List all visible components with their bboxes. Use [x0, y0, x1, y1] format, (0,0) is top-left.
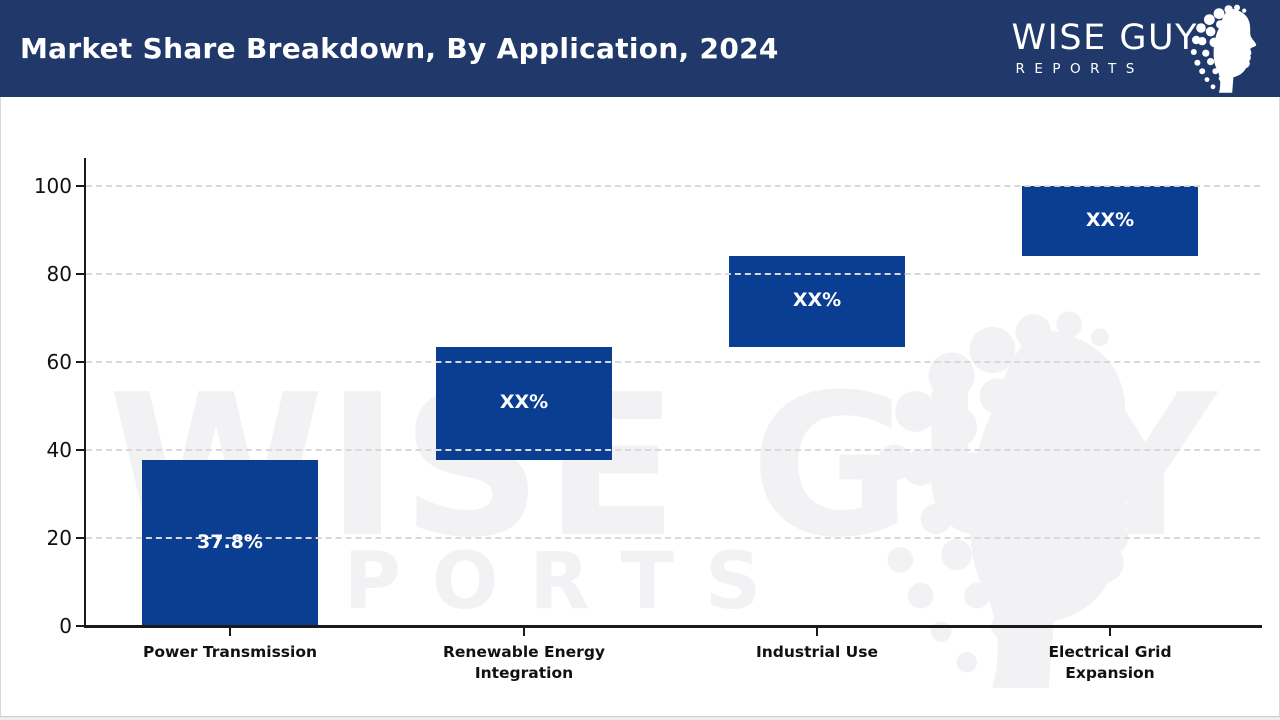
y-tick-label-100: 100	[33, 174, 72, 198]
x-category-label-power-transmission: Power Transmission	[142, 643, 318, 661]
y-axis-line	[84, 158, 86, 627]
header-bar: Market Share Breakdown, By Application, …	[0, 0, 1280, 97]
x-tick-mark-electrical-grid-expansion	[1109, 628, 1111, 636]
x-tick-mark-renewable-energy-integration	[523, 628, 525, 636]
gridline-80	[86, 273, 1260, 275]
brand-name: WISE GUY	[1011, 17, 1198, 58]
x-category-label-electrical-grid-expansion: Electrical Grid Expansion	[1048, 643, 1172, 682]
brand-logo: WISE GUY REPORTS	[1011, 0, 1266, 97]
bar-electrical-grid-expansion	[1022, 186, 1198, 256]
y-tick-mark-60	[76, 361, 84, 363]
x-axis-line	[84, 625, 1262, 628]
y-tick-label-20: 20	[46, 526, 72, 550]
bar-value-label-renewable-energy-integration: XX%	[499, 391, 549, 414]
bar-value-label-electrical-grid-expansion: XX%	[1085, 208, 1135, 231]
bar-industrial-use	[729, 255, 905, 347]
y-tick-mark-0	[76, 625, 84, 627]
y-tick-mark-80	[76, 273, 84, 275]
bar-power-transmission	[142, 459, 318, 626]
y-tick-label-40: 40	[46, 438, 72, 462]
y-tick-label-60: 60	[46, 350, 72, 374]
watermark-face-icon	[872, 311, 1152, 688]
bar-renewable-energy-integration	[436, 346, 612, 460]
x-tick-mark-industrial-use	[816, 628, 818, 636]
y-tick-label-0: 0	[59, 614, 72, 638]
page-title: Market Share Breakdown, By Application, …	[20, 32, 779, 65]
y-tick-mark-40	[76, 449, 84, 451]
gridline-20	[86, 537, 1260, 539]
x-category-label-renewable-energy-integration: Renewable Energy Integration	[442, 643, 606, 682]
gridline-60	[86, 361, 1260, 363]
brand-subtitle: REPORTS	[1015, 60, 1144, 77]
x-category-label-industrial-use: Industrial Use	[755, 643, 879, 661]
bar-value-label-power-transmission: 37.8%	[197, 530, 263, 553]
bar-value-label-industrial-use: XX%	[792, 289, 842, 312]
gridline-100	[86, 185, 1260, 187]
x-tick-mark-power-transmission	[229, 628, 231, 636]
y-tick-mark-20	[76, 537, 84, 539]
frame-border-left	[0, 97, 1, 720]
gridline-40	[86, 449, 1260, 451]
y-tick-label-80: 80	[46, 262, 72, 286]
y-tick-mark-100	[76, 185, 84, 187]
frame-border-bottom	[0, 716, 1280, 720]
brand-text: WISE GUY REPORTS	[1011, 17, 1198, 77]
